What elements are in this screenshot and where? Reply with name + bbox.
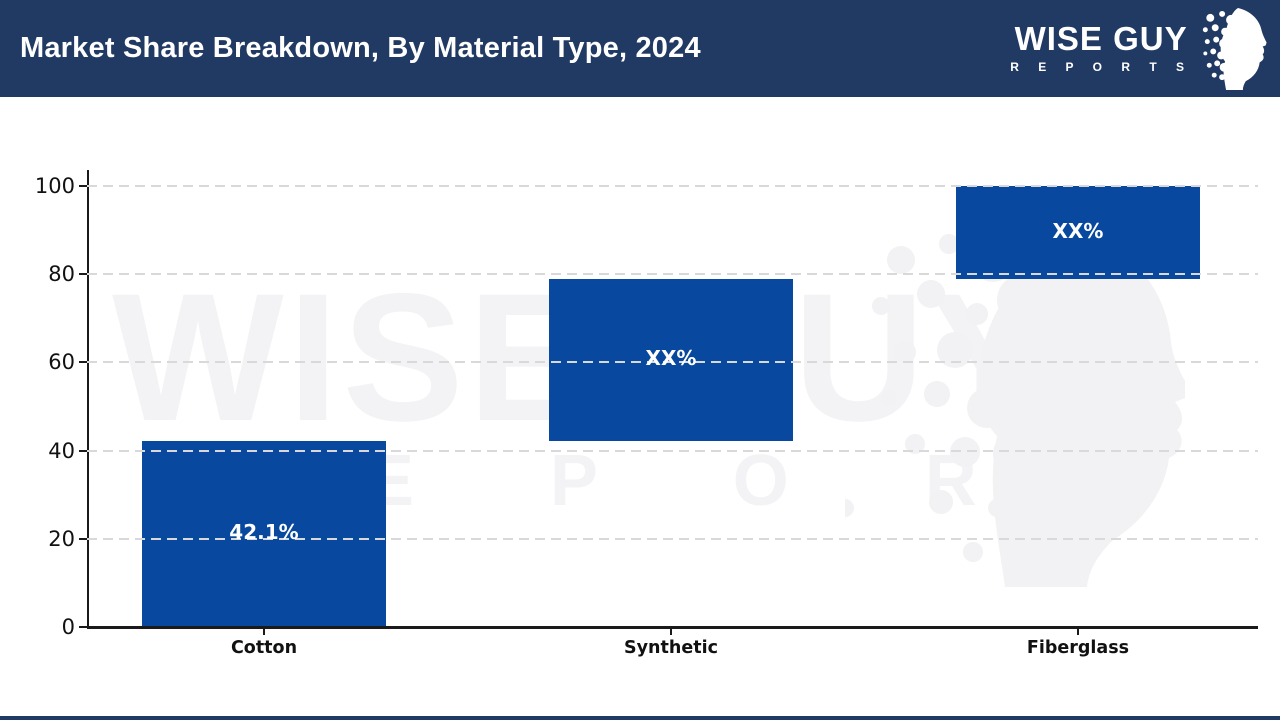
gridline-y60 [87, 361, 1258, 364]
category-label-cotton: Cotton [230, 638, 298, 658]
header-bar: Market Share Breakdown, By Material Type… [0, 0, 1280, 97]
y-tick-0 [79, 626, 87, 628]
gridline-y80 [87, 273, 1258, 276]
y-tick-label-40: 40 [48, 438, 75, 463]
x-tick-synthetic [670, 627, 672, 635]
bar-fiberglass [956, 186, 1200, 280]
brand-logo: WISE GUY R E P O R T S [1010, 6, 1270, 90]
gridline-y40 [87, 449, 1258, 452]
gridline-y100 [87, 185, 1258, 187]
bar-value-label-synthetic: XX% [645, 346, 697, 371]
category-label-fiberglass: Fiberglass [1026, 638, 1130, 658]
bar-synthetic [549, 279, 793, 442]
y-tick-40 [79, 449, 87, 452]
y-tick-label-60: 60 [48, 350, 75, 375]
bar-value-label-cotton: 42.1% [229, 520, 299, 545]
footer-accent-bar [0, 716, 1280, 720]
y-tick-60 [79, 361, 87, 364]
y-tick-80 [79, 273, 87, 276]
x-tick-fiberglass [1077, 627, 1079, 635]
logo-subtext: R E P O R T S [1010, 59, 1192, 74]
x-tick-cotton [263, 627, 265, 635]
y-tick-label-100: 100 [34, 174, 75, 198]
gridline-y20 [87, 537, 1258, 540]
y-tick-20 [79, 537, 87, 540]
y-tick-100 [79, 185, 87, 187]
y-tick-label-80: 80 [48, 262, 75, 287]
y-tick-label-0: 0 [61, 615, 75, 639]
bar-value-label-fiberglass: XX% [1052, 218, 1104, 243]
bar-cotton [142, 441, 386, 627]
y-tick-label-20: 20 [48, 526, 75, 551]
logo-wordmark: WISE GUY [1014, 20, 1188, 58]
y-axis-line [87, 170, 89, 629]
x-axis-line [87, 626, 1258, 629]
brand-logo-text: WISE GUY R E P O R T S [1010, 22, 1192, 74]
category-label-synthetic: Synthetic [624, 638, 718, 658]
logo-face-icon [1202, 7, 1267, 90]
page-title: Market Share Breakdown, By Material Type… [20, 32, 701, 64]
